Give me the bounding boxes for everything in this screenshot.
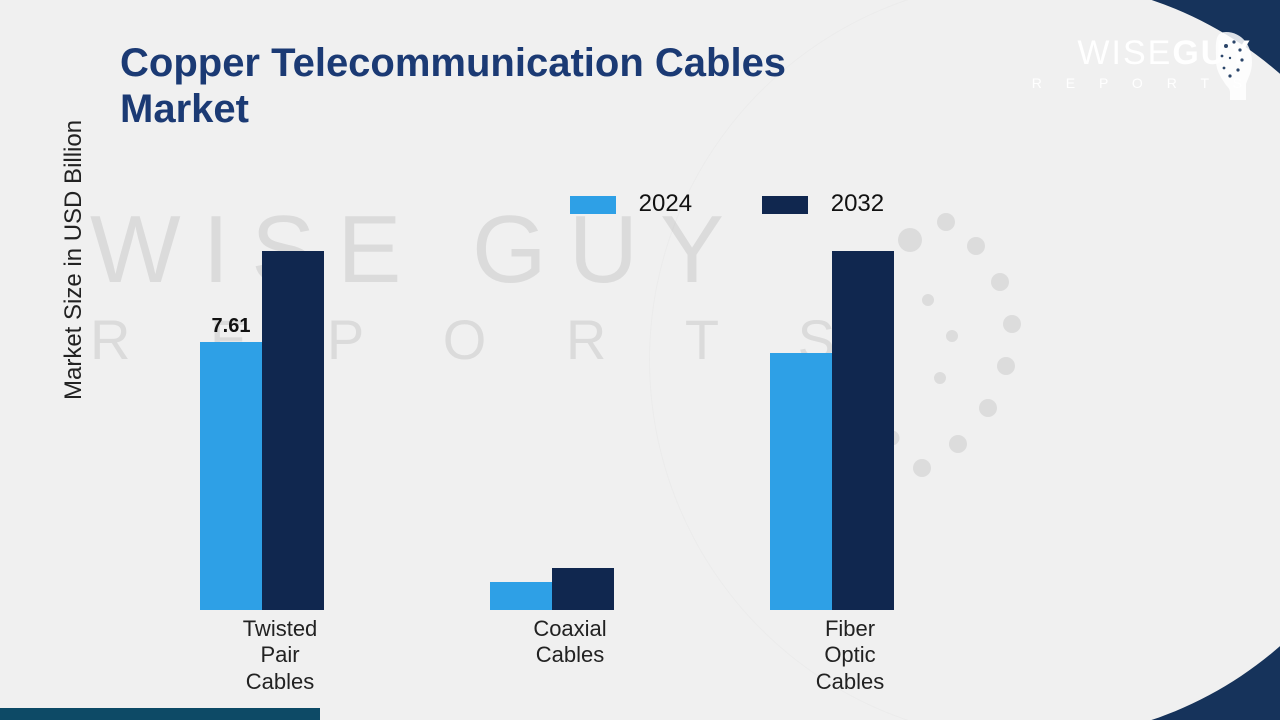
legend-swatch-2024 <box>570 196 616 214</box>
category-label: TwistedPairCables <box>190 616 370 695</box>
brand-logo: WISEGUY R E P O R T S <box>1002 34 1252 91</box>
chart-title: Copper Telecommunication Cables Market <box>120 40 820 132</box>
legend-item-2032: 2032 <box>762 190 884 218</box>
legend-label-2024: 2024 <box>639 190 692 217</box>
bar <box>770 353 832 610</box>
bar <box>552 568 614 610</box>
legend-item-2024: 2024 <box>570 190 692 218</box>
legend-swatch-2032 <box>762 196 808 214</box>
bar-value-label: 7.61 <box>191 315 271 338</box>
logo-head-icon <box>1196 28 1256 108</box>
bar <box>200 342 262 610</box>
legend: 2024 2032 <box>570 190 884 218</box>
logo-word-wise: WISE <box>1077 34 1172 72</box>
bar <box>262 251 324 610</box>
bar <box>490 582 552 610</box>
plot-area: 7.61TwistedPairCablesCoaxialCablesFiberO… <box>130 240 950 610</box>
y-axis-label: Market Size in USD Billion <box>60 120 88 400</box>
legend-label-2032: 2032 <box>831 190 884 217</box>
category-label: CoaxialCables <box>480 616 660 669</box>
bar <box>832 251 894 610</box>
category-label: FiberOpticCables <box>760 616 940 695</box>
chart-canvas: WISE GUY R E P O R T S Copper Telecommun… <box>0 0 1280 720</box>
bottom-accent-bar <box>0 708 320 720</box>
